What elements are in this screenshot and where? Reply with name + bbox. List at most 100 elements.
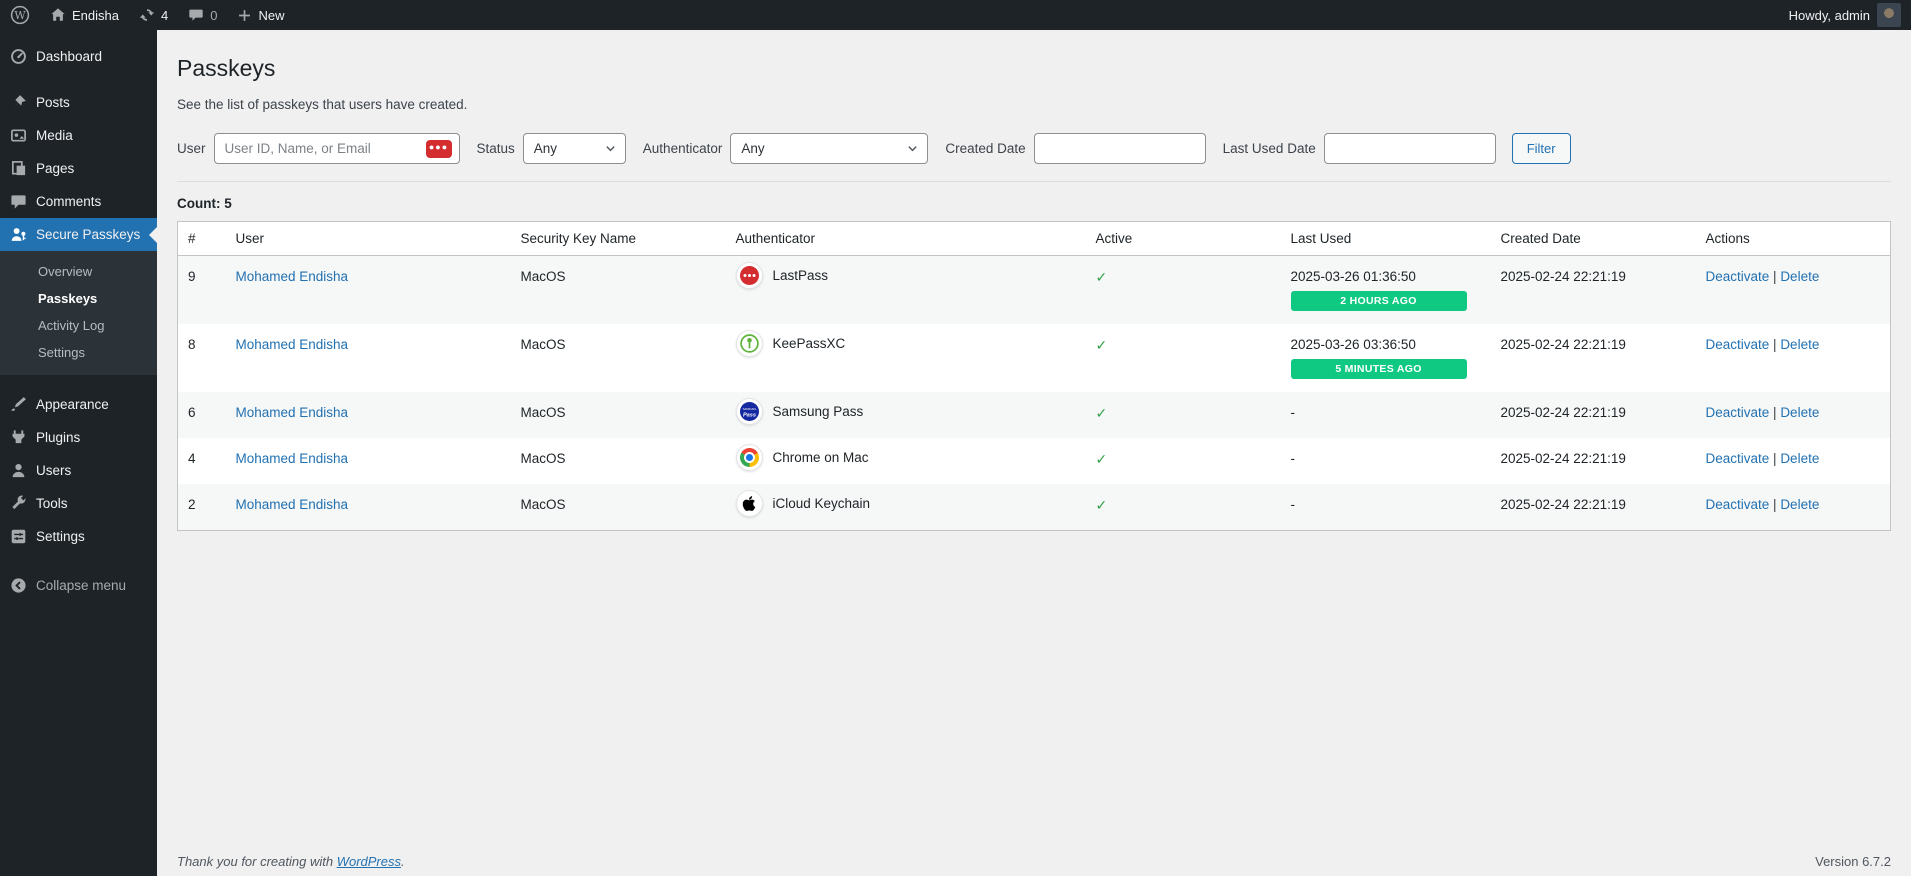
submenu-item-activity-log[interactable]: Activity Log [38, 318, 105, 333]
user-filter-input[interactable] [213, 133, 460, 164]
svg-text:Pass: Pass [742, 412, 755, 418]
sidebar-item-pages[interactable]: Pages [0, 152, 157, 185]
col-user: User [225, 221, 511, 256]
table-row: 4 Mohamed Endisha MacOS Chrome on Mac ✓ - 2025… [178, 438, 1891, 484]
site-name-menu[interactable]: Endisha [40, 0, 129, 30]
submenu-item-passkeys[interactable]: Passkeys [38, 291, 98, 306]
sidebar-item-tools[interactable]: Tools [0, 487, 157, 520]
sidebar-item-settings[interactable]: Settings [0, 520, 157, 553]
deactivate-link[interactable]: Deactivate [1705, 337, 1770, 352]
authenticator-name: LastPass [772, 268, 829, 283]
user-filter-label: User [177, 141, 206, 156]
user-link[interactable]: Mohamed Endisha [235, 497, 349, 512]
active-cell: ✓ [1086, 324, 1281, 392]
deactivate-link[interactable]: Deactivate [1705, 497, 1770, 512]
sidebar-item-media[interactable]: Media [0, 119, 157, 152]
comment-bubble-icon [189, 9, 203, 21]
chevron-down-icon [908, 146, 918, 152]
created-date-input[interactable] [1033, 133, 1206, 164]
apple-icon [735, 490, 763, 517]
active-check-icon: ✓ [1095, 497, 1108, 513]
user-cell: Mohamed Endisha [225, 255, 511, 324]
svg-text:W: W [14, 9, 26, 22]
actions-separator: | [1769, 497, 1781, 512]
deactivate-link[interactable]: Deactivate [1705, 269, 1770, 284]
created-date: 2025-02-24 22:21:19 [1490, 255, 1696, 324]
col-active: Active [1085, 221, 1281, 256]
authenticator-cell: SAMSUNG Pass Samsung Pass [725, 392, 1086, 438]
submenu-item-settings[interactable]: Settings [38, 345, 85, 360]
passkeys-table-body: 9 Mohamed Endisha MacOS LastPass ✓ 2025-03-26… [177, 255, 1891, 531]
col-authenticator: Authenticator [725, 221, 1086, 256]
row-number: 9 [177, 255, 226, 324]
lastpass-icon [735, 262, 763, 289]
comments-menu[interactable]: 0 [178, 0, 227, 30]
wordpress-link[interactable]: WordPress [336, 854, 401, 869]
new-menu[interactable]: New [227, 0, 294, 30]
account-menu[interactable]: Howdy, admin [1779, 0, 1911, 30]
security-key-name: MacOS [510, 392, 726, 438]
sidebar-item-posts[interactable]: Posts [0, 86, 157, 119]
user-link[interactable]: Mohamed Endisha [235, 451, 349, 466]
sidebar-item-plugins[interactable]: Plugins [0, 421, 157, 454]
authenticator-name: Chrome on Mac [772, 450, 869, 465]
updates-menu[interactable]: 4 [129, 0, 178, 30]
sidebar-item-users[interactable]: Users [0, 454, 157, 487]
samsungpass-icon: SAMSUNG Pass [735, 398, 763, 425]
delete-link[interactable]: Delete [1780, 405, 1820, 420]
user-link[interactable]: Mohamed Endisha [235, 269, 349, 284]
secure-passkeys-submenu: Overview Passkeys Activity Log Settings [0, 251, 157, 375]
active-cell: ✓ [1086, 438, 1281, 484]
deactivate-link[interactable]: Deactivate [1705, 451, 1770, 466]
submenu-item-overview[interactable]: Overview [38, 264, 93, 279]
passkeys-icon [11, 228, 26, 241]
last-used-cell: - [1280, 392, 1491, 438]
created-date: 2025-02-24 22:21:19 [1490, 484, 1696, 531]
last-used-cell: - [1280, 484, 1491, 531]
deactivate-link[interactable]: Deactivate [1705, 405, 1770, 420]
filter-bar: User ●●● Status Any Authenticator Any Cr… [177, 133, 1891, 182]
plugins-icon [12, 430, 25, 444]
appearance-icon [11, 397, 26, 411]
authenticator-select[interactable]: Any [730, 133, 929, 164]
active-cell: ✓ [1085, 484, 1281, 531]
collapse-icon [11, 578, 26, 593]
sidebar-item-dashboard[interactable]: Dashboard [0, 40, 157, 73]
last-used-date-input[interactable] [1323, 133, 1496, 164]
authenticator-cell: iCloud Keychain [725, 484, 1086, 531]
delete-link[interactable]: Delete [1780, 497, 1820, 512]
user-link[interactable]: Mohamed Endisha [235, 337, 349, 352]
status-select[interactable]: Any [522, 133, 626, 164]
site-name: Endisha [72, 7, 119, 23]
admin-bar: W Endisha 4 0 New Howdy, admin [0, 0, 1911, 30]
footer-thanks: Thank you for creating with WordPress. [177, 854, 405, 869]
security-key-name: MacOS [510, 255, 726, 324]
pages-icon [11, 161, 26, 176]
admin-sidebar: Dashboard Posts Media Pages Comments Sec… [0, 30, 157, 876]
filter-button[interactable]: Filter [1511, 133, 1571, 164]
main-content: Passkeys See the list of passkeys that u… [157, 30, 1911, 876]
last-used-cell: 2025-03-26 01:36:50 2 HOURS AGO [1280, 255, 1491, 324]
authenticator-name: Samsung Pass [772, 404, 864, 419]
actions-cell: Deactivate | Delete [1695, 255, 1891, 324]
collapse-menu-button[interactable]: Collapse menu [0, 569, 157, 602]
wordpress-logo-icon[interactable]: W [0, 0, 40, 30]
last-used-badge: 2 HOURS AGO [1290, 291, 1467, 311]
svg-text:SAMSUNG: SAMSUNG [742, 407, 756, 411]
authenticator-cell: KeePassXC [726, 324, 1086, 392]
created-date-filter-label: Created Date [945, 141, 1026, 156]
lastpass-extension-icon[interactable]: ●●● [425, 139, 452, 158]
sidebar-item-comments[interactable]: Comments [0, 185, 157, 218]
authenticator-name: KeePassXC [772, 336, 846, 351]
sidebar-item-appearance[interactable]: Appearance [0, 388, 157, 421]
table-row: 8 Mohamed Endisha MacOS KeePassXC ✓ 2025-03-2… [178, 324, 1891, 392]
sidebar-item-secure-passkeys[interactable]: Secure Passkeys [0, 218, 157, 251]
delete-link[interactable]: Delete [1780, 451, 1820, 466]
keepassxc-icon [735, 330, 763, 357]
user-link[interactable]: Mohamed Endisha [235, 405, 349, 420]
delete-link[interactable]: Delete [1780, 337, 1820, 352]
security-key-name: MacOS [520, 451, 566, 466]
delete-link[interactable]: Delete [1780, 269, 1820, 284]
page-title: Passkeys [177, 55, 276, 81]
authenticator-cell: LastPass [725, 255, 1086, 324]
